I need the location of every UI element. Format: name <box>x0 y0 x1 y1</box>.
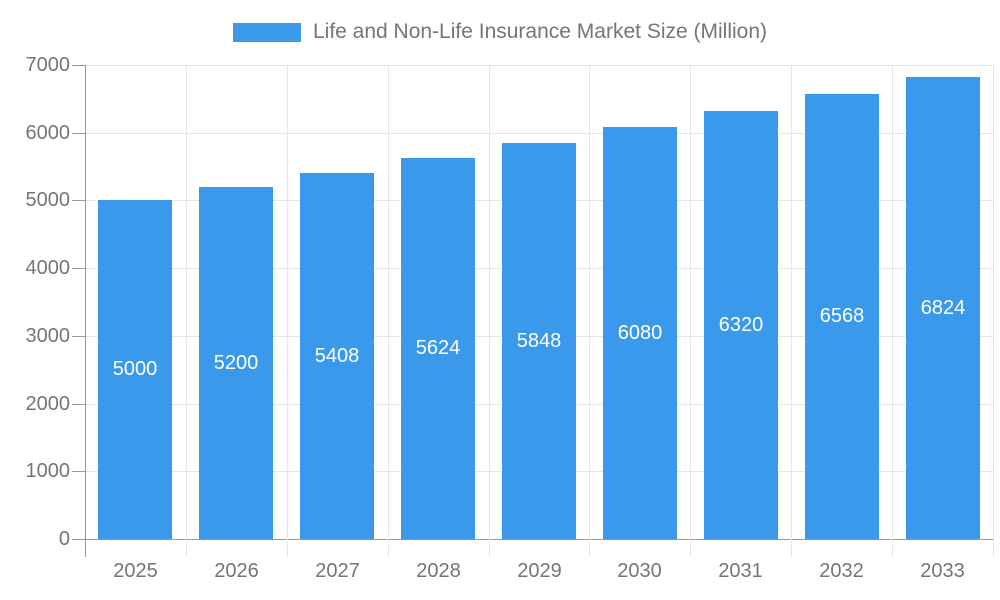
bar-2030[interactable]: 6080 <box>603 127 677 539</box>
x-axis-tick <box>993 539 994 557</box>
y-axis-label: 4000 <box>25 257 71 279</box>
vertical-gridline <box>892 65 893 539</box>
bar-value-label: 5200 <box>213 352 259 374</box>
x-axis-label-2033: 2033 <box>920 560 965 582</box>
x-axis-tick <box>85 539 86 557</box>
bar-value-label: 6080 <box>617 322 663 344</box>
y-axis-tick <box>72 200 85 201</box>
y-axis-label: 1000 <box>25 460 71 482</box>
y-axis-label: 0 <box>58 528 70 550</box>
chart-legend[interactable]: Life and Non-Life Insurance Market Size … <box>0 20 1000 44</box>
y-axis-line <box>85 65 86 539</box>
y-axis-tick <box>72 471 85 472</box>
legend-color-swatch <box>232 22 301 42</box>
bar-2026[interactable]: 5200 <box>199 187 273 539</box>
bar-value-label: 5848 <box>516 330 562 352</box>
y-axis-tick <box>72 133 85 134</box>
bar-2031[interactable]: 6320 <box>704 111 778 539</box>
horizontal-gridline <box>85 65 993 66</box>
y-axis-label: 6000 <box>25 122 71 144</box>
x-axis-baseline <box>85 539 993 540</box>
x-axis-tick <box>388 539 389 557</box>
bar-2033[interactable]: 6824 <box>906 77 980 539</box>
y-axis-tick <box>72 539 85 540</box>
vertical-gridline <box>287 65 288 539</box>
x-axis-label-2030: 2030 <box>617 560 662 582</box>
bar-value-label: 6568 <box>819 305 865 327</box>
x-axis-tick <box>489 539 490 557</box>
bar-2028[interactable]: 5624 <box>401 158 475 539</box>
x-axis-label-2032: 2032 <box>819 560 864 582</box>
x-axis-label-2026: 2026 <box>214 560 259 582</box>
horizontal-gridline <box>85 133 993 134</box>
vertical-gridline <box>186 65 187 539</box>
bar-2027[interactable]: 5408 <box>300 173 374 539</box>
vertical-gridline <box>993 65 994 539</box>
vertical-gridline <box>690 65 691 539</box>
bar-value-label: 6320 <box>718 314 764 336</box>
y-axis-tick <box>72 268 85 269</box>
bar-value-label: 5624 <box>415 337 461 359</box>
x-axis-tick <box>589 539 590 557</box>
y-axis-tick <box>72 65 85 66</box>
x-axis-label-2031: 2031 <box>718 560 763 582</box>
bar-value-label: 5000 <box>112 358 158 380</box>
y-axis-tick <box>72 404 85 405</box>
bar-2025[interactable]: 5000 <box>98 200 172 539</box>
x-axis-label-2028: 2028 <box>416 560 461 582</box>
vertical-gridline <box>589 65 590 539</box>
y-axis-label: 3000 <box>25 325 71 347</box>
x-axis-label-2029: 2029 <box>517 560 562 582</box>
bar-value-label: 5408 <box>314 345 360 367</box>
y-axis-label: 7000 <box>25 54 71 76</box>
vertical-gridline <box>489 65 490 539</box>
x-axis-tick <box>791 539 792 557</box>
bar-2032[interactable]: 6568 <box>805 94 879 539</box>
vertical-gridline <box>388 65 389 539</box>
legend-series-label: Life and Non-Life Insurance Market Size … <box>312 20 768 43</box>
bar-2029[interactable]: 5848 <box>502 143 576 539</box>
x-axis-label-2025: 2025 <box>113 560 158 582</box>
x-axis-label-2027: 2027 <box>315 560 360 582</box>
x-axis-tick <box>287 539 288 557</box>
y-axis-label: 5000 <box>25 189 71 211</box>
x-axis-tick <box>690 539 691 557</box>
y-axis-label: 2000 <box>25 393 71 415</box>
y-axis-tick <box>72 336 85 337</box>
x-axis-tick <box>186 539 187 557</box>
bar-value-label: 6824 <box>920 297 966 319</box>
x-axis-tick <box>892 539 893 557</box>
vertical-gridline <box>791 65 792 539</box>
